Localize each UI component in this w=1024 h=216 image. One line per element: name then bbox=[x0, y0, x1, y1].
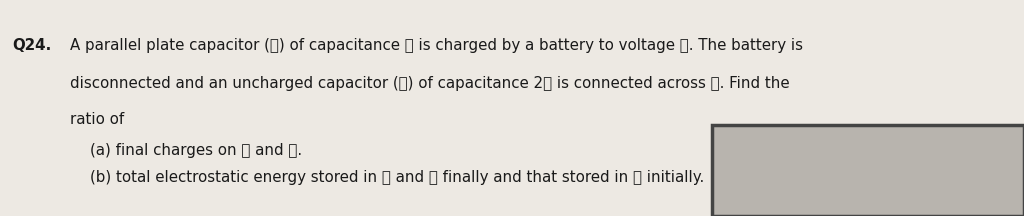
Text: A parallel plate capacitor (𝐴) of capacitance 𝐶 is charged by a battery to volta: A parallel plate capacitor (𝐴) of capaci… bbox=[70, 38, 803, 53]
Text: ratio of: ratio of bbox=[70, 112, 124, 127]
Bar bbox=[712, 125, 1024, 216]
Text: (a) final charges on 𝐴 and 𝐵.: (a) final charges on 𝐴 and 𝐵. bbox=[90, 143, 302, 158]
Text: disconnected and an uncharged capacitor (𝐵) of capacitance 2𝐶 is connected acros: disconnected and an uncharged capacitor … bbox=[70, 76, 790, 91]
Text: (b) total electrostatic energy stored in 𝐴 and 𝐵 finally and that stored in 𝐴 in: (b) total electrostatic energy stored in… bbox=[90, 170, 705, 185]
Text: Q24.: Q24. bbox=[12, 38, 51, 53]
